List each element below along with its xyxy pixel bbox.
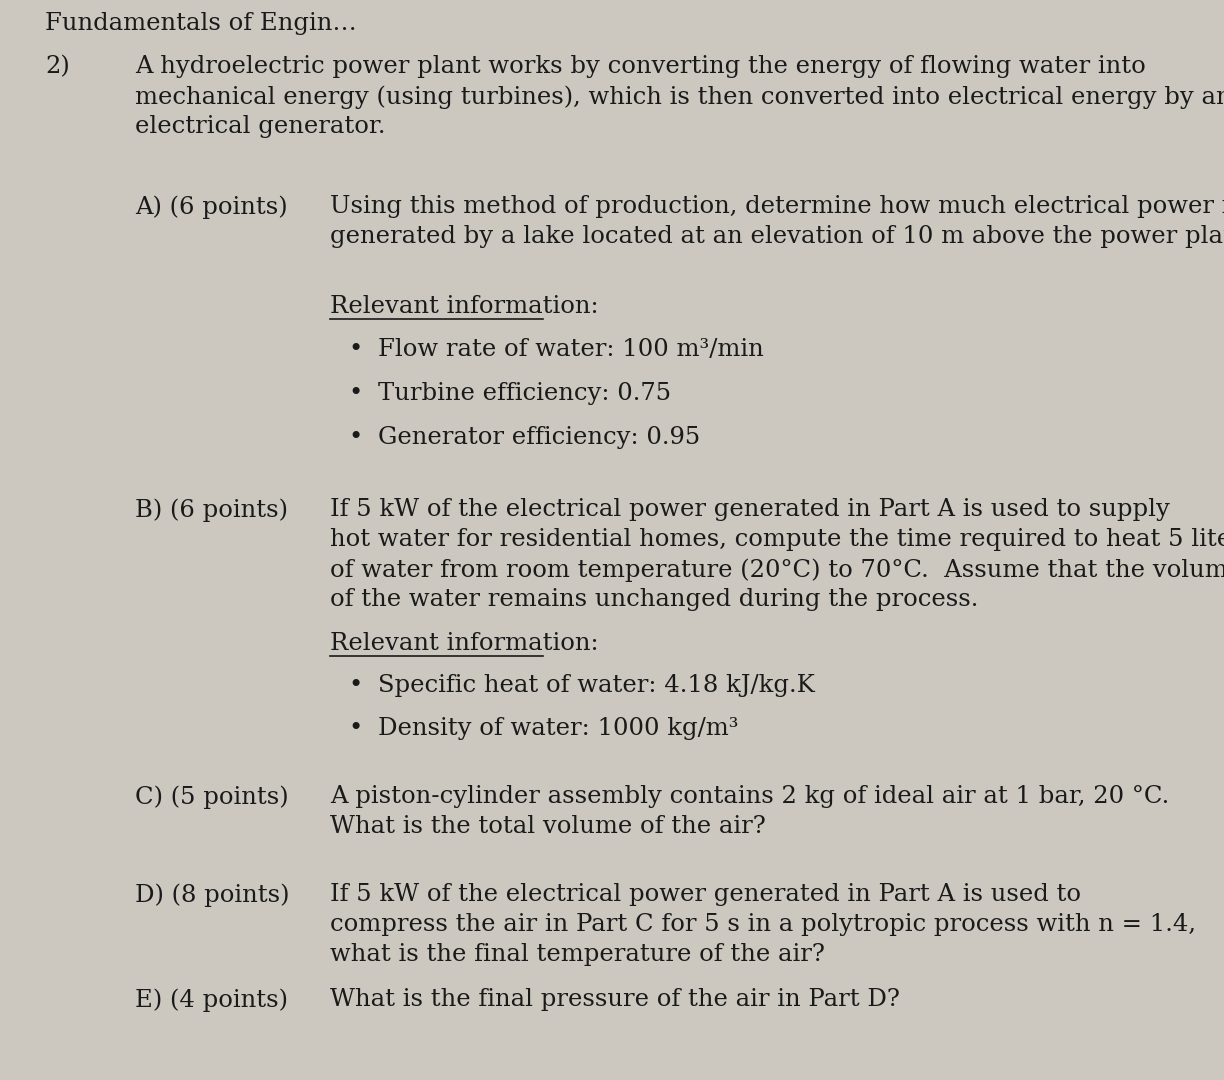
Text: Density of water: 1000 kg/m³: Density of water: 1000 kg/m³ [378,717,738,740]
Text: compress the air in Part C for 5 s in a polytropic process with n = 1.4,: compress the air in Part C for 5 s in a … [330,913,1196,936]
Text: Using this method of production, determine how much electrical power is: Using this method of production, determi… [330,195,1224,218]
Text: •: • [348,717,362,740]
Text: Flow rate of water: 100 m³/min: Flow rate of water: 100 m³/min [378,338,764,361]
Text: Specific heat of water: 4.18 kJ/kg.K: Specific heat of water: 4.18 kJ/kg.K [378,674,815,697]
Text: A piston-cylinder assembly contains 2 kg of ideal air at 1 bar, 20 °C.: A piston-cylinder assembly contains 2 kg… [330,785,1169,808]
Text: Generator efficiency: 0.95: Generator efficiency: 0.95 [378,426,700,449]
Text: Relevant information:: Relevant information: [330,295,599,318]
Text: A) (6 points): A) (6 points) [135,195,288,218]
Text: 2): 2) [45,55,70,78]
Text: •: • [348,382,362,405]
Text: •: • [348,674,362,697]
Text: Turbine efficiency: 0.75: Turbine efficiency: 0.75 [378,382,671,405]
Text: •: • [348,426,362,449]
Text: D) (8 points): D) (8 points) [135,883,290,906]
Text: What is the total volume of the air?: What is the total volume of the air? [330,815,766,838]
Text: •: • [348,338,362,361]
Text: A hydroelectric power plant works by converting the energy of flowing water into: A hydroelectric power plant works by con… [135,55,1146,78]
Text: Relevant information:: Relevant information: [330,632,599,654]
Text: E) (4 points): E) (4 points) [135,988,288,1012]
Text: B) (6 points): B) (6 points) [135,498,288,522]
Text: What is the final pressure of the air in Part D?: What is the final pressure of the air in… [330,988,900,1011]
Text: of the water remains unchanged during the process.: of the water remains unchanged during th… [330,588,978,611]
Text: generated by a lake located at an elevation of 10 m above the power plant.: generated by a lake located at an elevat… [330,225,1224,248]
Text: what is the final temperature of the air?: what is the final temperature of the air… [330,943,825,966]
Text: C) (5 points): C) (5 points) [135,785,289,809]
Text: hot water for residential homes, compute the time required to heat 5 liters: hot water for residential homes, compute… [330,528,1224,551]
Text: Fundamentals of Engin…: Fundamentals of Engin… [45,12,356,35]
Text: electrical generator.: electrical generator. [135,114,386,138]
Text: If 5 kW of the electrical power generated in Part A is used to: If 5 kW of the electrical power generate… [330,883,1081,906]
Text: of water from room temperature (20°C) to 70°C.  Assume that the volume: of water from room temperature (20°C) to… [330,558,1224,581]
Text: mechanical energy (using turbines), which is then converted into electrical ener: mechanical energy (using turbines), whic… [135,85,1224,108]
Text: If 5 kW of the electrical power generated in Part A is used to supply: If 5 kW of the electrical power generate… [330,498,1170,521]
